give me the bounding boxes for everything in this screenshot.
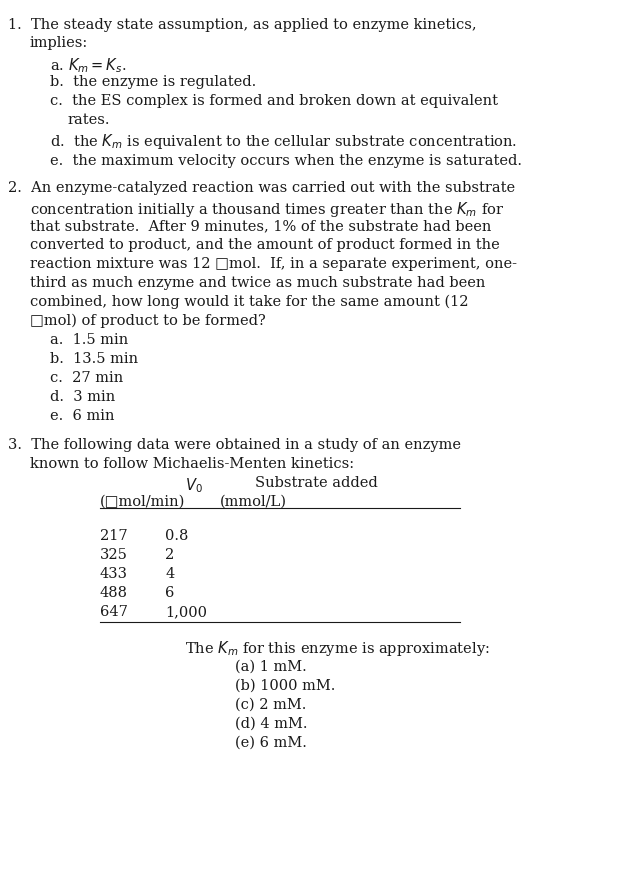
Text: The $K_{m}$ for this enzyme is approximately:: The $K_{m}$ for this enzyme is approxima… [185, 639, 490, 658]
Text: (c) 2 mM.: (c) 2 mM. [235, 698, 307, 712]
Text: (e) 6 mM.: (e) 6 mM. [235, 736, 307, 750]
Text: a.  1.5 min: a. 1.5 min [50, 333, 128, 347]
Text: (□mol/min): (□mol/min) [100, 495, 185, 509]
Text: 2: 2 [165, 548, 174, 562]
Text: 217: 217 [100, 529, 128, 543]
Text: combined, how long would it take for the same amount (12: combined, how long would it take for the… [30, 295, 469, 309]
Text: rates.: rates. [68, 113, 111, 127]
Text: known to follow Michaelis-Menten kinetics:: known to follow Michaelis-Menten kinetic… [30, 457, 354, 471]
Text: 1,000: 1,000 [165, 605, 207, 619]
Text: implies:: implies: [30, 36, 88, 50]
Text: c.  the ES complex is formed and broken down at equivalent: c. the ES complex is formed and broken d… [50, 94, 498, 108]
Text: (mmol/L): (mmol/L) [220, 495, 287, 509]
Text: c.  27 min: c. 27 min [50, 371, 123, 385]
Text: 2.  An enzyme-catalyzed reaction was carried out with the substrate: 2. An enzyme-catalyzed reaction was carr… [8, 181, 515, 195]
Text: Substrate added: Substrate added [255, 476, 378, 490]
Text: d.  3 min: d. 3 min [50, 390, 115, 404]
Text: e.  the maximum velocity occurs when the enzyme is saturated.: e. the maximum velocity occurs when the … [50, 154, 522, 168]
Text: a. $K_{m} = K_{s}$.: a. $K_{m} = K_{s}$. [50, 56, 127, 74]
Text: b.  the enzyme is regulated.: b. the enzyme is regulated. [50, 75, 256, 89]
Text: 1.  The steady state assumption, as applied to enzyme kinetics,: 1. The steady state assumption, as appli… [8, 18, 476, 32]
Text: reaction mixture was 12 □mol.  If, in a separate experiment, one-: reaction mixture was 12 □mol. If, in a s… [30, 257, 517, 271]
Text: (a) 1 mM.: (a) 1 mM. [235, 660, 307, 674]
Text: e.  6 min: e. 6 min [50, 409, 114, 423]
Text: $V_{0}$: $V_{0}$ [185, 476, 203, 495]
Text: □mol) of product to be formed?: □mol) of product to be formed? [30, 314, 266, 328]
Text: 325: 325 [100, 548, 128, 562]
Text: b.  13.5 min: b. 13.5 min [50, 352, 138, 366]
Text: d.  the $K_{m}$ is equivalent to the cellular substrate concentration.: d. the $K_{m}$ is equivalent to the cell… [50, 132, 517, 151]
Text: 488: 488 [100, 586, 128, 600]
Text: (b) 1000 mM.: (b) 1000 mM. [235, 679, 335, 693]
Text: third as much enzyme and twice as much substrate had been: third as much enzyme and twice as much s… [30, 276, 485, 290]
Text: that substrate.  After 9 minutes, 1% of the substrate had been: that substrate. After 9 minutes, 1% of t… [30, 219, 492, 233]
Text: (d) 4 mM.: (d) 4 mM. [235, 717, 307, 731]
Text: 647: 647 [100, 605, 128, 619]
Text: 3.  The following data were obtained in a study of an enzyme: 3. The following data were obtained in a… [8, 438, 461, 452]
Text: converted to product, and the amount of product formed in the: converted to product, and the amount of … [30, 238, 500, 252]
Text: 6: 6 [165, 586, 174, 600]
Text: 0.8: 0.8 [165, 529, 188, 543]
Text: 433: 433 [100, 567, 128, 581]
Text: concentration initially a thousand times greater than the $K_{m}$ for: concentration initially a thousand times… [30, 200, 504, 219]
Text: 4: 4 [165, 567, 174, 581]
